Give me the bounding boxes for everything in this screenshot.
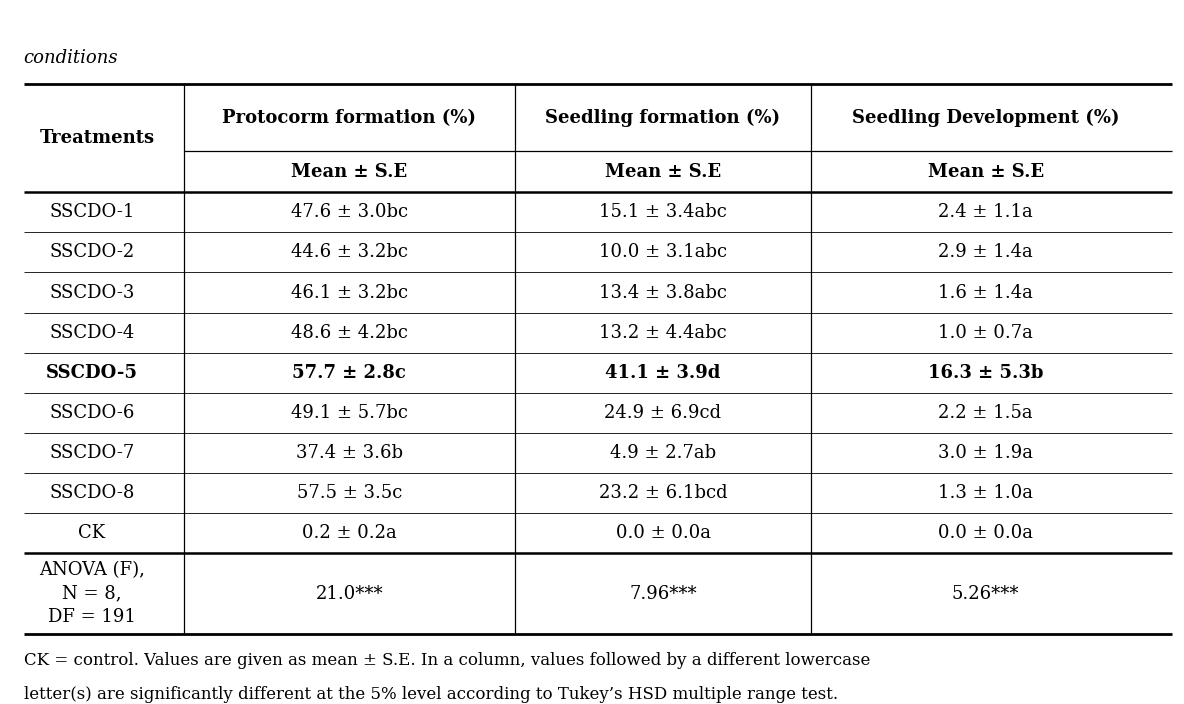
Text: 3.0 ± 1.9a: 3.0 ± 1.9a (938, 444, 1034, 462)
Text: Seedling Development (%): Seedling Development (%) (852, 109, 1119, 127)
Text: Protocorm formation (%): Protocorm formation (%) (223, 109, 476, 127)
Text: 49.1 ± 5.7bc: 49.1 ± 5.7bc (291, 404, 407, 422)
Text: 10.0 ± 3.1abc: 10.0 ± 3.1abc (599, 244, 727, 261)
Text: 13.2 ± 4.4abc: 13.2 ± 4.4abc (599, 324, 727, 341)
Text: 1.6 ± 1.4a: 1.6 ± 1.4a (938, 284, 1034, 301)
Text: SSCDO-5: SSCDO-5 (46, 364, 137, 382)
Text: 23.2 ± 6.1bcd: 23.2 ± 6.1bcd (599, 484, 727, 502)
Text: 16.3 ± 5.3b: 16.3 ± 5.3b (928, 364, 1043, 382)
Text: 41.1 ± 3.9d: 41.1 ± 3.9d (605, 364, 721, 382)
Text: CK = control. Values are given as mean ± S.E. In a column, values followed by a : CK = control. Values are given as mean ±… (24, 652, 870, 669)
Text: 4.9 ± 2.7ab: 4.9 ± 2.7ab (610, 444, 716, 462)
Text: SSCDO-7: SSCDO-7 (49, 444, 135, 462)
Text: 47.6 ± 3.0bc: 47.6 ± 3.0bc (291, 203, 407, 221)
Text: SSCDO-4: SSCDO-4 (49, 324, 135, 341)
Text: 24.9 ± 6.9cd: 24.9 ± 6.9cd (605, 404, 721, 422)
Text: Treatments: Treatments (40, 130, 155, 147)
Text: 21.0***: 21.0*** (315, 585, 384, 603)
Text: 7.96***: 7.96*** (629, 585, 697, 603)
Text: 0.0 ± 0.0a: 0.0 ± 0.0a (616, 524, 710, 542)
Text: 1.3 ± 1.0a: 1.3 ± 1.0a (938, 484, 1034, 502)
Text: ANOVA (F),
N = 8,
DF = 191: ANOVA (F), N = 8, DF = 191 (39, 561, 144, 627)
Text: 1.0 ± 0.7a: 1.0 ± 0.7a (938, 324, 1034, 341)
Text: 15.1 ± 3.4abc: 15.1 ± 3.4abc (599, 203, 727, 221)
Text: 2.9 ± 1.4a: 2.9 ± 1.4a (938, 244, 1034, 261)
Text: conditions: conditions (24, 49, 118, 67)
Text: 0.2 ± 0.2a: 0.2 ± 0.2a (302, 524, 397, 542)
Text: 13.4 ± 3.8abc: 13.4 ± 3.8abc (599, 284, 727, 301)
Text: 57.5 ± 3.5c: 57.5 ± 3.5c (297, 484, 401, 502)
Text: Mean ± S.E: Mean ± S.E (605, 163, 721, 181)
Text: Seedling formation (%): Seedling formation (%) (546, 109, 780, 127)
Text: CK: CK (78, 524, 105, 542)
Text: SSCDO-3: SSCDO-3 (49, 284, 135, 301)
Text: SSCDO-1: SSCDO-1 (49, 203, 135, 221)
Text: Mean ± S.E: Mean ± S.E (291, 163, 407, 181)
Text: SSCDO-8: SSCDO-8 (49, 484, 135, 502)
Text: 2.4 ± 1.1a: 2.4 ± 1.1a (938, 203, 1034, 221)
Text: Mean ± S.E: Mean ± S.E (927, 163, 1044, 181)
Text: 5.26***: 5.26*** (952, 585, 1019, 603)
Text: 57.7 ± 2.8c: 57.7 ± 2.8c (292, 364, 406, 382)
Text: 37.4 ± 3.6b: 37.4 ± 3.6b (296, 444, 403, 462)
Text: 46.1 ± 3.2bc: 46.1 ± 3.2bc (291, 284, 407, 301)
Text: 2.2 ± 1.5a: 2.2 ± 1.5a (939, 404, 1032, 422)
Text: 48.6 ± 4.2bc: 48.6 ± 4.2bc (291, 324, 407, 341)
Text: 0.0 ± 0.0a: 0.0 ± 0.0a (938, 524, 1034, 542)
Text: 44.6 ± 3.2bc: 44.6 ± 3.2bc (291, 244, 407, 261)
Text: letter(s) are significantly different at the 5% level according to Tukey’s HSD m: letter(s) are significantly different at… (24, 686, 838, 703)
Text: SSCDO-2: SSCDO-2 (49, 244, 135, 261)
Text: SSCDO-6: SSCDO-6 (49, 404, 135, 422)
